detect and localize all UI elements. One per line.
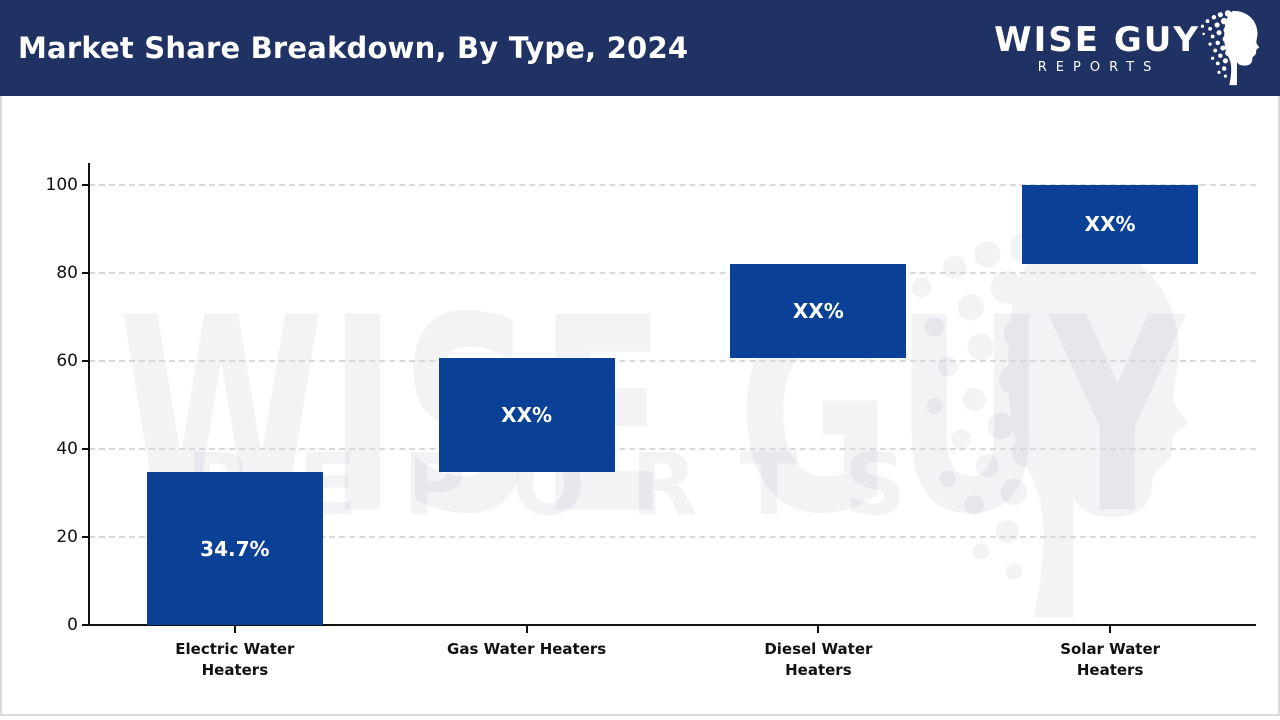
header-bar: Market Share Breakdown, By Type, 2024 WI…: [0, 0, 1280, 96]
y-tick-mark-0: [82, 624, 89, 626]
y-tick-label-80: 80: [56, 263, 78, 283]
gridline-20: [89, 536, 1256, 538]
y-tick-label-60: 60: [56, 351, 78, 371]
logo-wordmark: WISE GUY: [994, 19, 1200, 60]
y-tick-label-100: 100: [45, 175, 78, 195]
category-label-electric-water-heaters: Electric Water Heaters: [175, 640, 295, 679]
gridline-40: [89, 448, 1256, 450]
bar-solar-water-heaters: [1022, 185, 1199, 264]
bar-value-label-gas-water-heaters: XX%: [501, 403, 553, 428]
bar-diesel-water-heaters: [730, 263, 907, 359]
bar-value-label-electric-water-heaters: 34.7%: [200, 536, 270, 561]
gridline-100: [89, 184, 1256, 186]
bar-value-label-diesel-water-heaters: XX%: [792, 299, 844, 324]
category-label-gas-water-heaters: Gas Water Heaters: [447, 640, 607, 658]
y-tick-mark-100: [82, 184, 89, 186]
x-tick-mark-electric-water-heaters: [233, 625, 236, 633]
bar-value-label-solar-water-heaters: XX%: [1084, 212, 1136, 237]
y-axis-line: [88, 163, 90, 626]
y-tick-mark-40: [82, 448, 89, 450]
page-title: Market Share Breakdown, By Type, 2024: [18, 31, 689, 65]
y-tick-label-20: 20: [56, 527, 78, 547]
gridline-60: [89, 360, 1256, 362]
wise-guy-logo: WISE GUY REPORTS: [994, 9, 1260, 87]
x-tick-mark-diesel-water-heaters: [817, 625, 820, 633]
x-axis-line: [88, 624, 1256, 626]
bar-electric-water-heaters: [146, 472, 323, 625]
gridline-80: [89, 272, 1256, 274]
y-tick-mark-80: [82, 272, 89, 274]
bar-gas-water-heaters: [438, 358, 615, 473]
category-label-diesel-water-heaters: Diesel Water Heaters: [764, 640, 873, 679]
y-tick-label-0: 0: [67, 615, 78, 635]
category-label-solar-water-heaters: Solar Water Heaters: [1060, 640, 1161, 679]
logo-subtext: REPORTS: [1037, 59, 1161, 75]
y-tick-mark-60: [82, 360, 89, 362]
y-tick-label-40: 40: [56, 439, 78, 459]
x-tick-mark-solar-water-heaters: [1109, 625, 1112, 633]
logo-head-icon: [1200, 10, 1260, 86]
y-tick-mark-20: [82, 536, 89, 538]
x-tick-mark-gas-water-heaters: [525, 625, 528, 633]
logo-text: WISE GUY REPORTS: [994, 19, 1200, 75]
